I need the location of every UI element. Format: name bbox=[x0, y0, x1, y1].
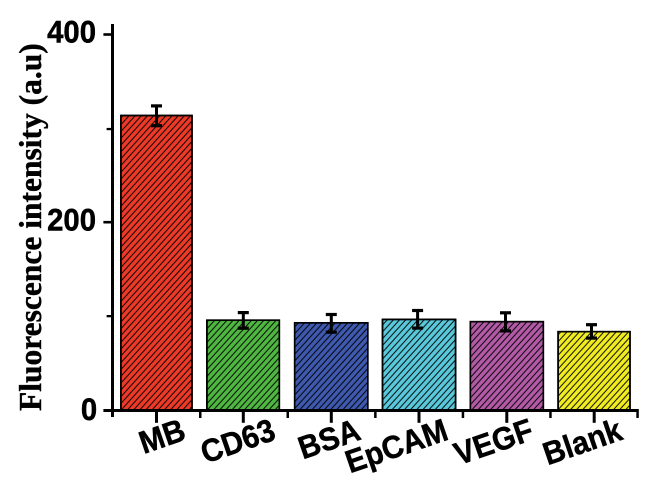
svg-text:Fluorescence intensity (a.u): Fluorescence intensity (a.u) bbox=[13, 43, 48, 411]
svg-text:MB: MB bbox=[134, 412, 190, 461]
svg-text:200: 200 bbox=[47, 202, 96, 237]
svg-text:400: 400 bbox=[47, 15, 96, 50]
svg-text:0: 0 bbox=[81, 392, 97, 427]
